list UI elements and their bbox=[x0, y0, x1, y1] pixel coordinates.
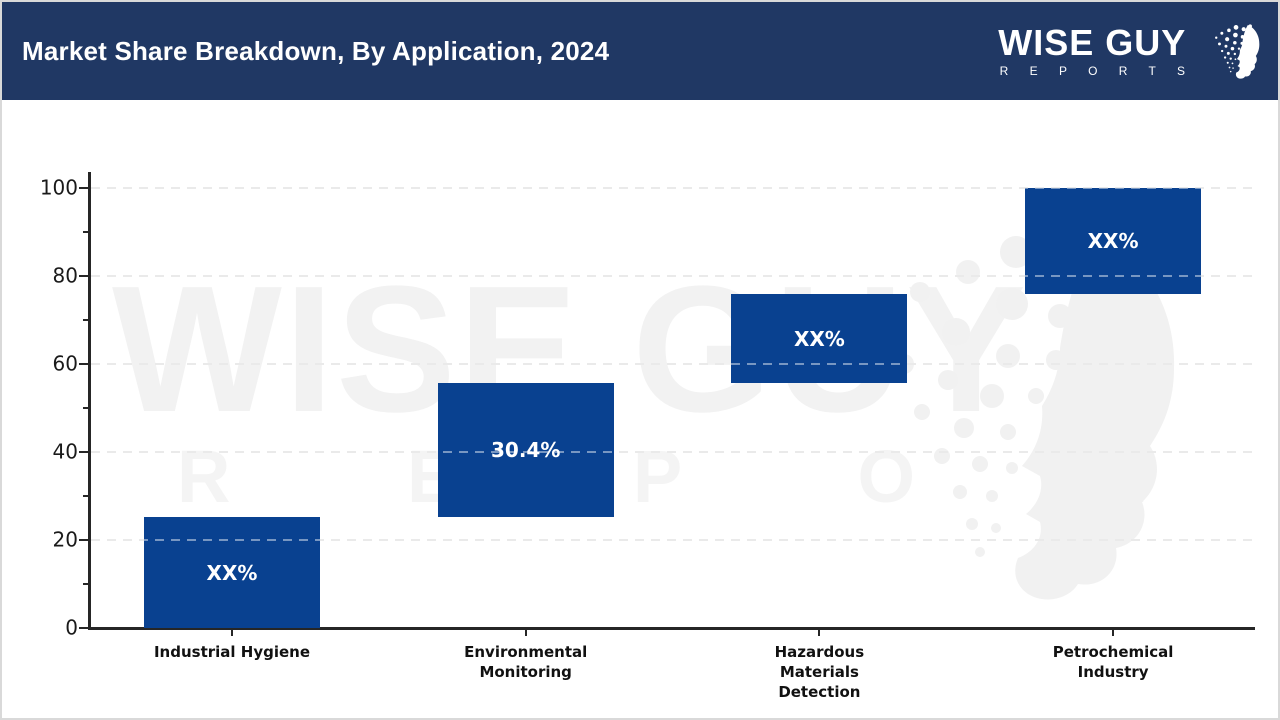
y-tick-label: 60 bbox=[52, 351, 78, 376]
chart-title: Market Share Breakdown, By Application, … bbox=[22, 35, 610, 66]
y-axis-major-tick bbox=[79, 275, 89, 277]
x-category-label-line: Industry bbox=[1077, 663, 1149, 681]
gridline-overlay bbox=[91, 187, 1255, 189]
x-category-label-line: Environmental bbox=[464, 643, 588, 661]
gridline-overlay bbox=[91, 363, 1255, 365]
y-tick-label: 40 bbox=[52, 439, 78, 464]
y-axis-major-tick bbox=[79, 363, 89, 365]
bar-value-label: 30.4% bbox=[490, 438, 561, 463]
gridline bbox=[91, 539, 1255, 541]
y-axis-minor-tick bbox=[83, 231, 89, 233]
gridline bbox=[91, 451, 1255, 453]
wiseguy-head-watermark-icon bbox=[874, 232, 1175, 600]
y-tick-label: 20 bbox=[52, 527, 78, 552]
y-axis-minor-tick bbox=[83, 407, 89, 409]
y-tick-label: 80 bbox=[52, 263, 78, 288]
gridline bbox=[91, 363, 1255, 365]
y-axis-minor-tick bbox=[83, 319, 89, 321]
y-tick-label: 100 bbox=[39, 175, 78, 200]
x-category-label-line: Detection bbox=[778, 683, 861, 701]
gridline-overlay bbox=[91, 451, 1255, 453]
x-axis-tick bbox=[524, 630, 527, 636]
y-axis-minor-tick bbox=[83, 495, 89, 497]
gridline bbox=[91, 275, 1255, 277]
bar: 30.4% bbox=[437, 383, 614, 518]
x-category-label: Hazardous Materials Detection bbox=[669, 642, 969, 702]
bar: XX% bbox=[1025, 188, 1202, 295]
y-axis-major-tick bbox=[79, 451, 89, 453]
x-category-label: Industrial Hygiene bbox=[82, 642, 382, 662]
x-axis-tick bbox=[231, 630, 233, 636]
y-axis-minor-tick bbox=[83, 583, 89, 585]
y-axis-line bbox=[88, 172, 91, 630]
x-category-label: Petrochemical Industry bbox=[963, 642, 1263, 682]
x-category-label-line: Hazardous bbox=[774, 643, 865, 661]
x-category-label-line: Materials bbox=[779, 663, 859, 681]
x-axis-tick bbox=[818, 630, 821, 636]
x-category-label-line: Monitoring bbox=[479, 663, 572, 681]
wiseguy-logo: WISE GUY R E P O R T S bbox=[991, 11, 1262, 91]
x-category-label-line: Industrial Hygiene bbox=[153, 643, 311, 661]
wiseguy-head-logo-icon bbox=[1215, 24, 1260, 79]
gridline-overlay bbox=[91, 275, 1255, 277]
y-axis-major-tick bbox=[79, 627, 89, 629]
wiseguy-logo-text: WISE GUY R E P O R T S bbox=[991, 22, 1194, 79]
logo-wiseguy-label: WISE GUY bbox=[998, 22, 1187, 63]
y-axis-major-tick bbox=[79, 539, 89, 541]
bar-value-label: XX% bbox=[206, 560, 258, 585]
header-banner: Market Share Breakdown, By Application, … bbox=[2, 2, 1278, 100]
bar-value-label: XX% bbox=[1087, 229, 1139, 254]
gridline bbox=[91, 187, 1255, 189]
logo-reports-label: R E P O R T S bbox=[999, 64, 1194, 78]
x-axis-tick bbox=[1112, 630, 1115, 636]
bar: XX% bbox=[144, 517, 320, 628]
x-axis-line bbox=[88, 627, 1255, 630]
bar-value-label: XX% bbox=[793, 326, 845, 351]
x-category-label: Environmental Monitoring bbox=[376, 642, 676, 682]
gridline-overlay bbox=[91, 539, 1255, 541]
x-category-label-line: Petrochemical bbox=[1052, 643, 1174, 661]
y-tick-label: 0 bbox=[65, 615, 78, 640]
y-axis-major-tick bbox=[79, 187, 89, 189]
bar: XX% bbox=[731, 294, 908, 384]
